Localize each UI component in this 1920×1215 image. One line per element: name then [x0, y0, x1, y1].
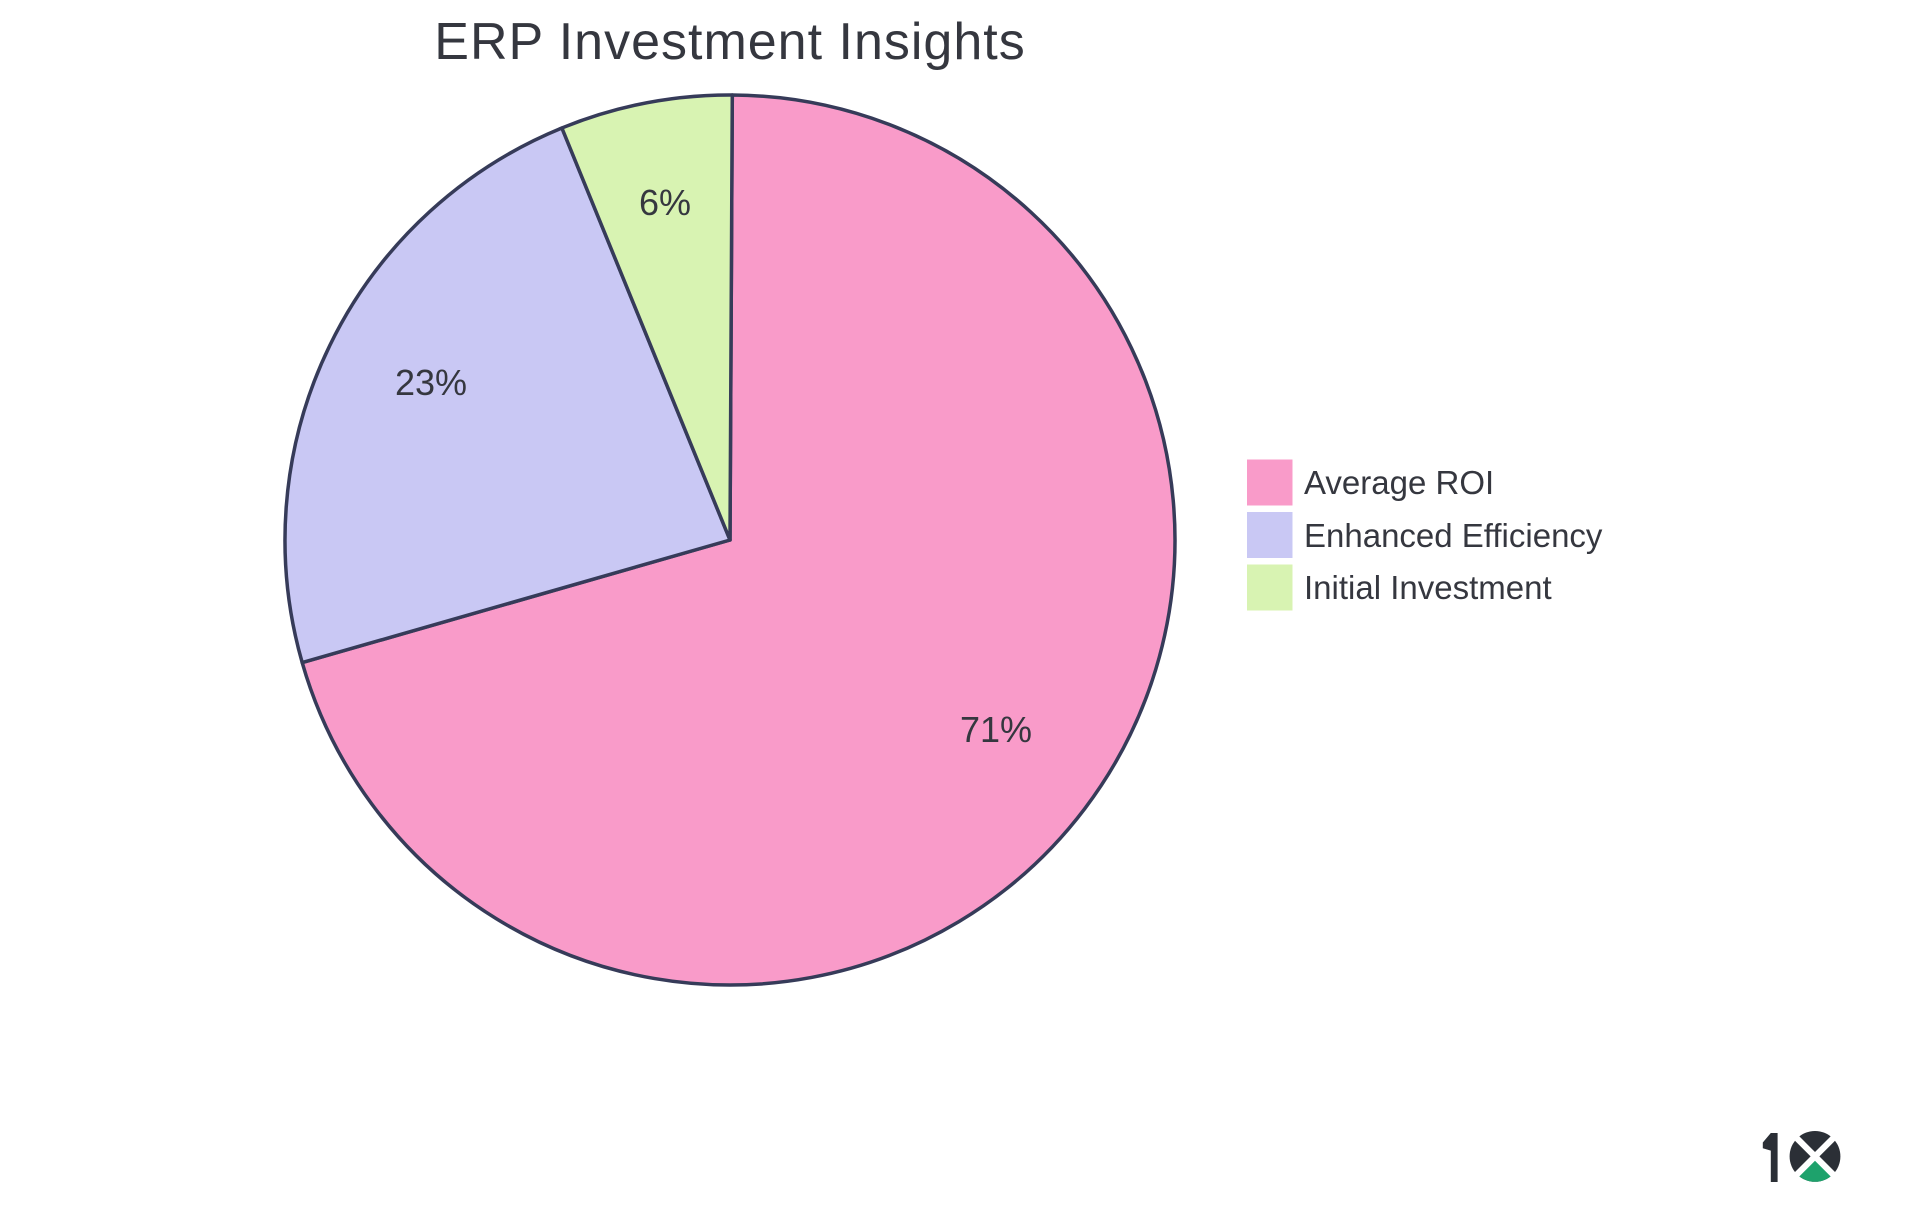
- svg-text:Initial Investment: Initial Investment: [1304, 569, 1552, 606]
- svg-text:23%: 23%: [395, 362, 467, 403]
- svg-text:Enhanced Efficiency: Enhanced Efficiency: [1304, 517, 1603, 554]
- svg-text:6%: 6%: [639, 182, 691, 223]
- svg-text:71%: 71%: [960, 709, 1032, 750]
- svg-text:Average ROI: Average ROI: [1304, 464, 1494, 501]
- svg-text:ERP Investment Insights: ERP Investment Insights: [434, 13, 1025, 71]
